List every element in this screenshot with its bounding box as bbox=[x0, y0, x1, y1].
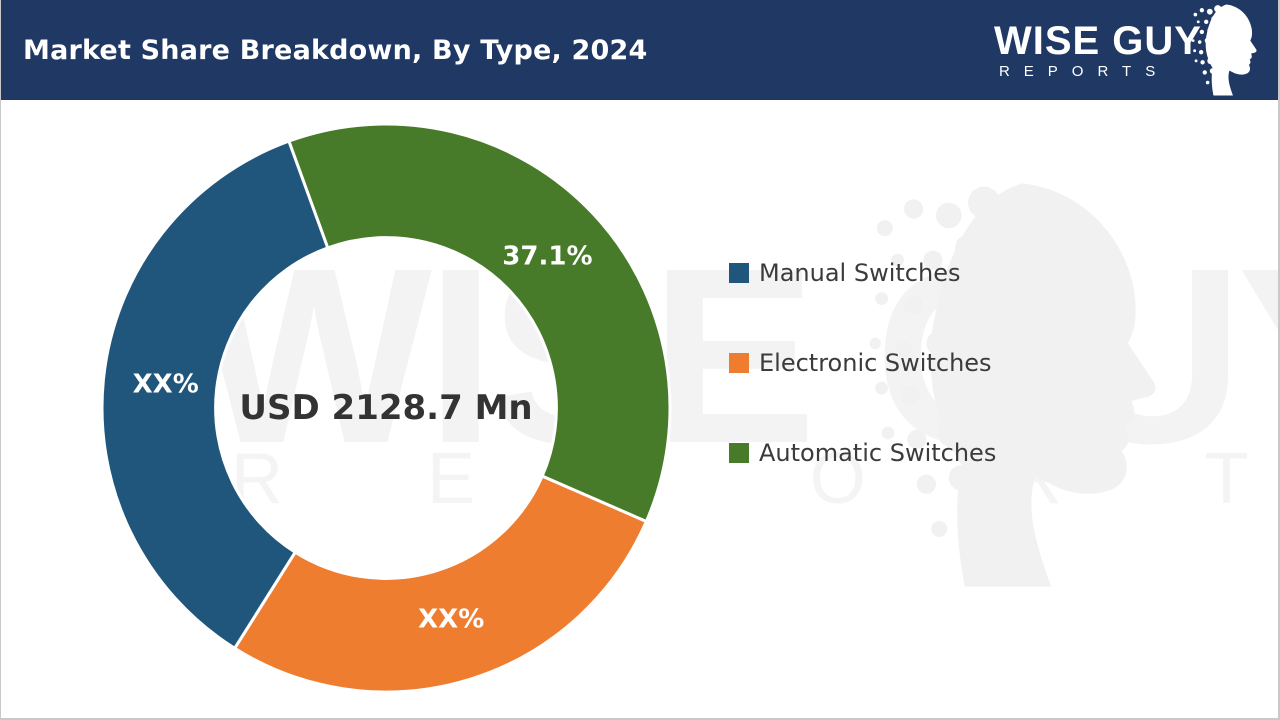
legend-item-manual-switches: Manual Switches bbox=[729, 258, 996, 288]
legend-label-automatic: Automatic Switches bbox=[759, 439, 997, 467]
brand-subtitle: REPORTS bbox=[998, 63, 1170, 80]
legend-item-electronic-switches: Electronic Switches bbox=[729, 348, 996, 378]
legend-label-manual: Manual Switches bbox=[759, 259, 961, 287]
segment-value-label: XX% bbox=[418, 605, 484, 635]
chart-center-value: USD 2128.7 Mn bbox=[239, 388, 533, 428]
legend-label-electronic: Electronic Switches bbox=[759, 349, 992, 377]
donut-segment-automatic-switches bbox=[287, 122, 672, 524]
chart-area: WISE GUY R E P O R T S 37.1%XX%XX% USD 2… bbox=[1, 100, 1278, 718]
brand-face-icon bbox=[1191, 4, 1257, 96]
legend-item-automatic-switches: Automatic Switches bbox=[729, 438, 996, 468]
chart-legend: Manual Switches Electronic Switches Auto… bbox=[729, 258, 996, 468]
header-bar: Market Share Breakdown, By Type, 2024 WI… bbox=[1, 0, 1278, 100]
donut-segment-manual-switches bbox=[100, 139, 330, 650]
legend-swatch-electronic bbox=[729, 353, 749, 373]
segment-value-label: 37.1% bbox=[502, 241, 592, 271]
brand-name: WISE GUY bbox=[993, 19, 1202, 63]
legend-swatch-automatic bbox=[729, 443, 749, 463]
donut-segment-electronic-switches bbox=[233, 474, 648, 694]
brand-logo-text: WISE GUY REPORTS bbox=[994, 21, 1202, 79]
legend-swatch-manual bbox=[729, 263, 749, 283]
page-title: Market Share Breakdown, By Type, 2024 bbox=[23, 34, 648, 66]
brand-logo: WISE GUY REPORTS bbox=[994, 3, 1264, 97]
donut-chart: 37.1% XX% XX% bbox=[100, 122, 672, 694]
segment-value-label: XX% bbox=[133, 370, 199, 400]
